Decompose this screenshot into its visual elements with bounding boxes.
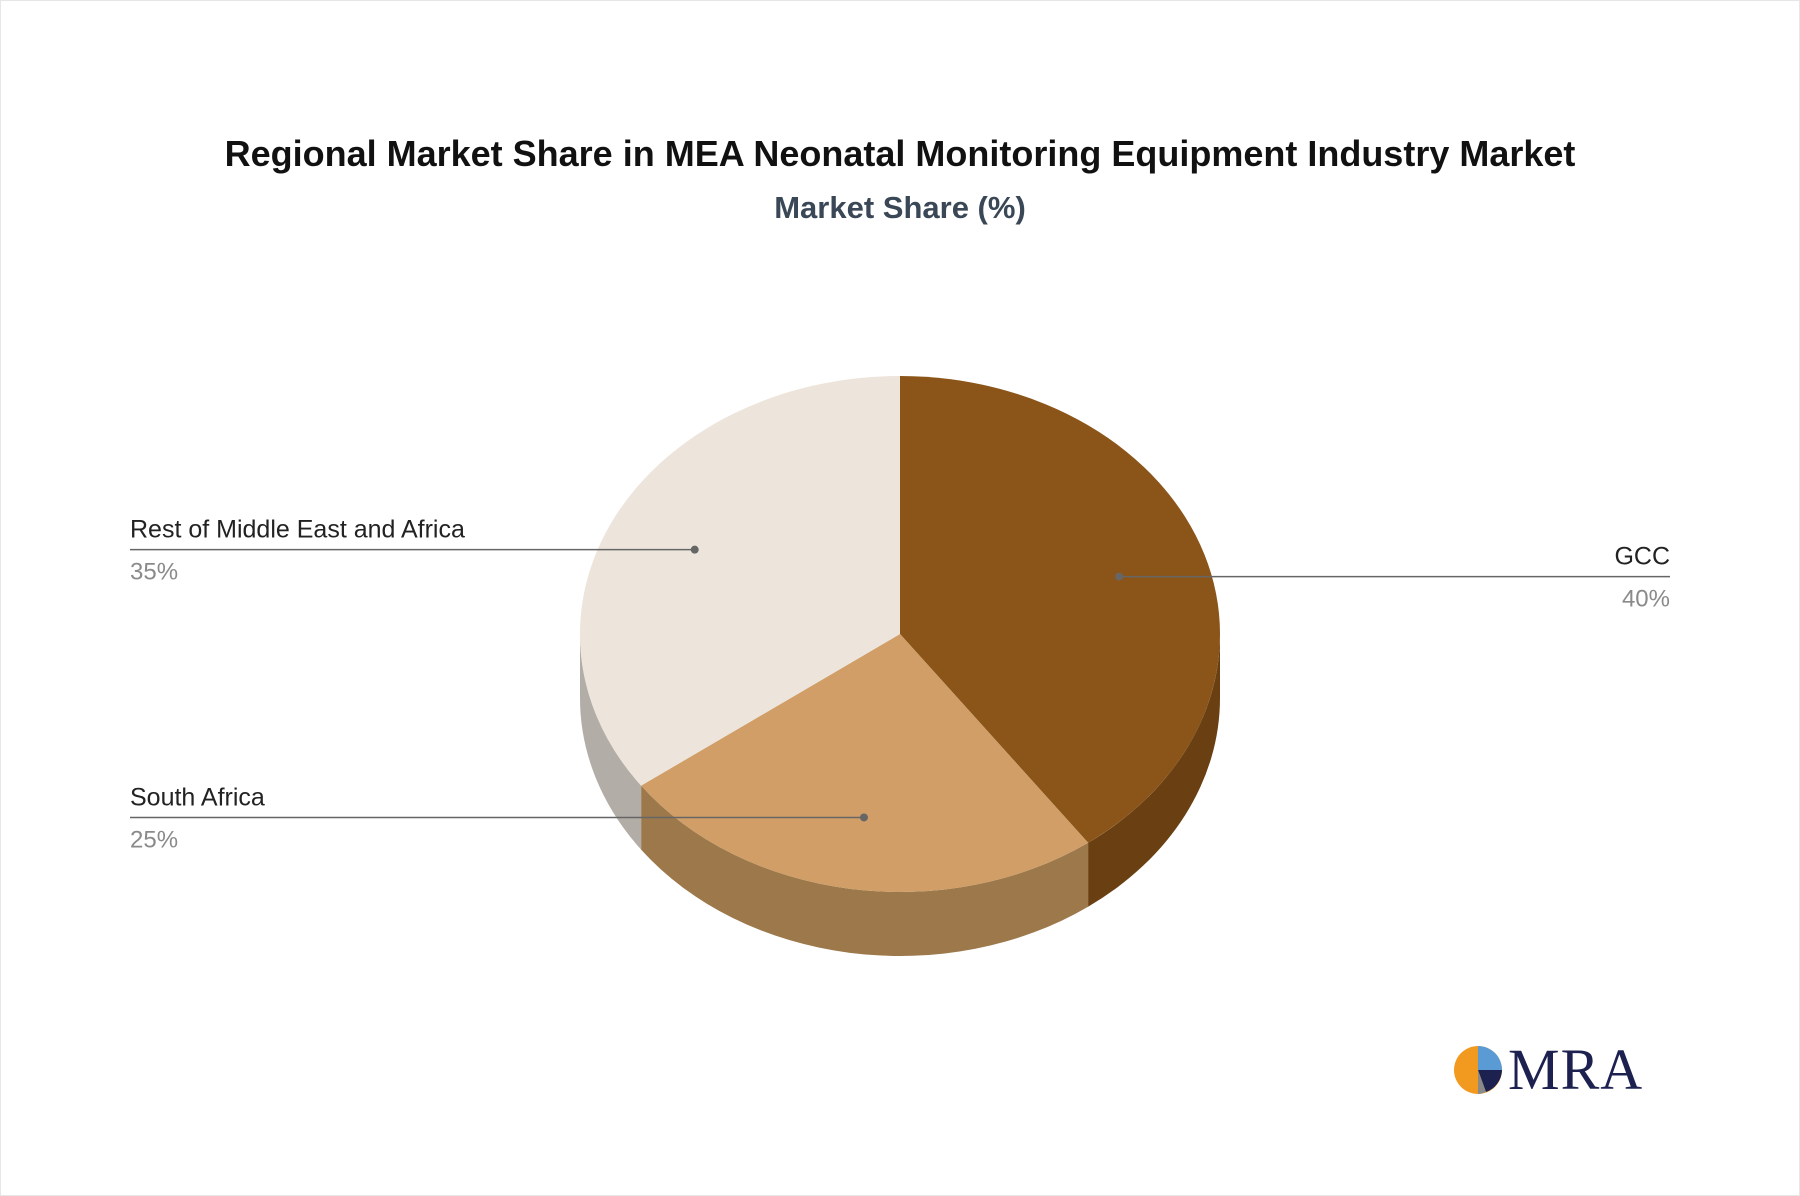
slice-label-gcc: GCC <box>1614 543 1670 571</box>
chart-title: Regional Market Share in MEA Neonatal Mo… <box>224 133 1576 174</box>
logo-mark-icon <box>1454 1046 1502 1094</box>
pie-slice-rest-of-middle-east-and-africa[interactable] <box>580 376 900 786</box>
logo-text: MRA <box>1508 1037 1644 1102</box>
slice-percent-gcc: 40% <box>1622 586 1670 613</box>
slice-percent-rest-of-middle-east-and-africa: 35% <box>130 559 178 586</box>
pie-side-south-africa <box>641 785 1089 957</box>
pie-slice-south-africa[interactable] <box>641 634 1089 893</box>
slice-label-south-africa: South Africa <box>130 783 265 811</box>
pie-side-gcc <box>1088 634 1220 907</box>
slice-label-rest-of-middle-east-and-africa: Rest of Middle East and Africa <box>130 516 465 544</box>
chart-subtitle: Market Share (%) <box>774 190 1026 225</box>
pie-slice-gcc[interactable] <box>900 376 1221 843</box>
slice-percent-south-africa: 25% <box>130 826 178 853</box>
mra-logo: MRA <box>1450 1037 1650 1102</box>
pie-side-rest-of-middle-east-and-africa <box>580 634 642 850</box>
